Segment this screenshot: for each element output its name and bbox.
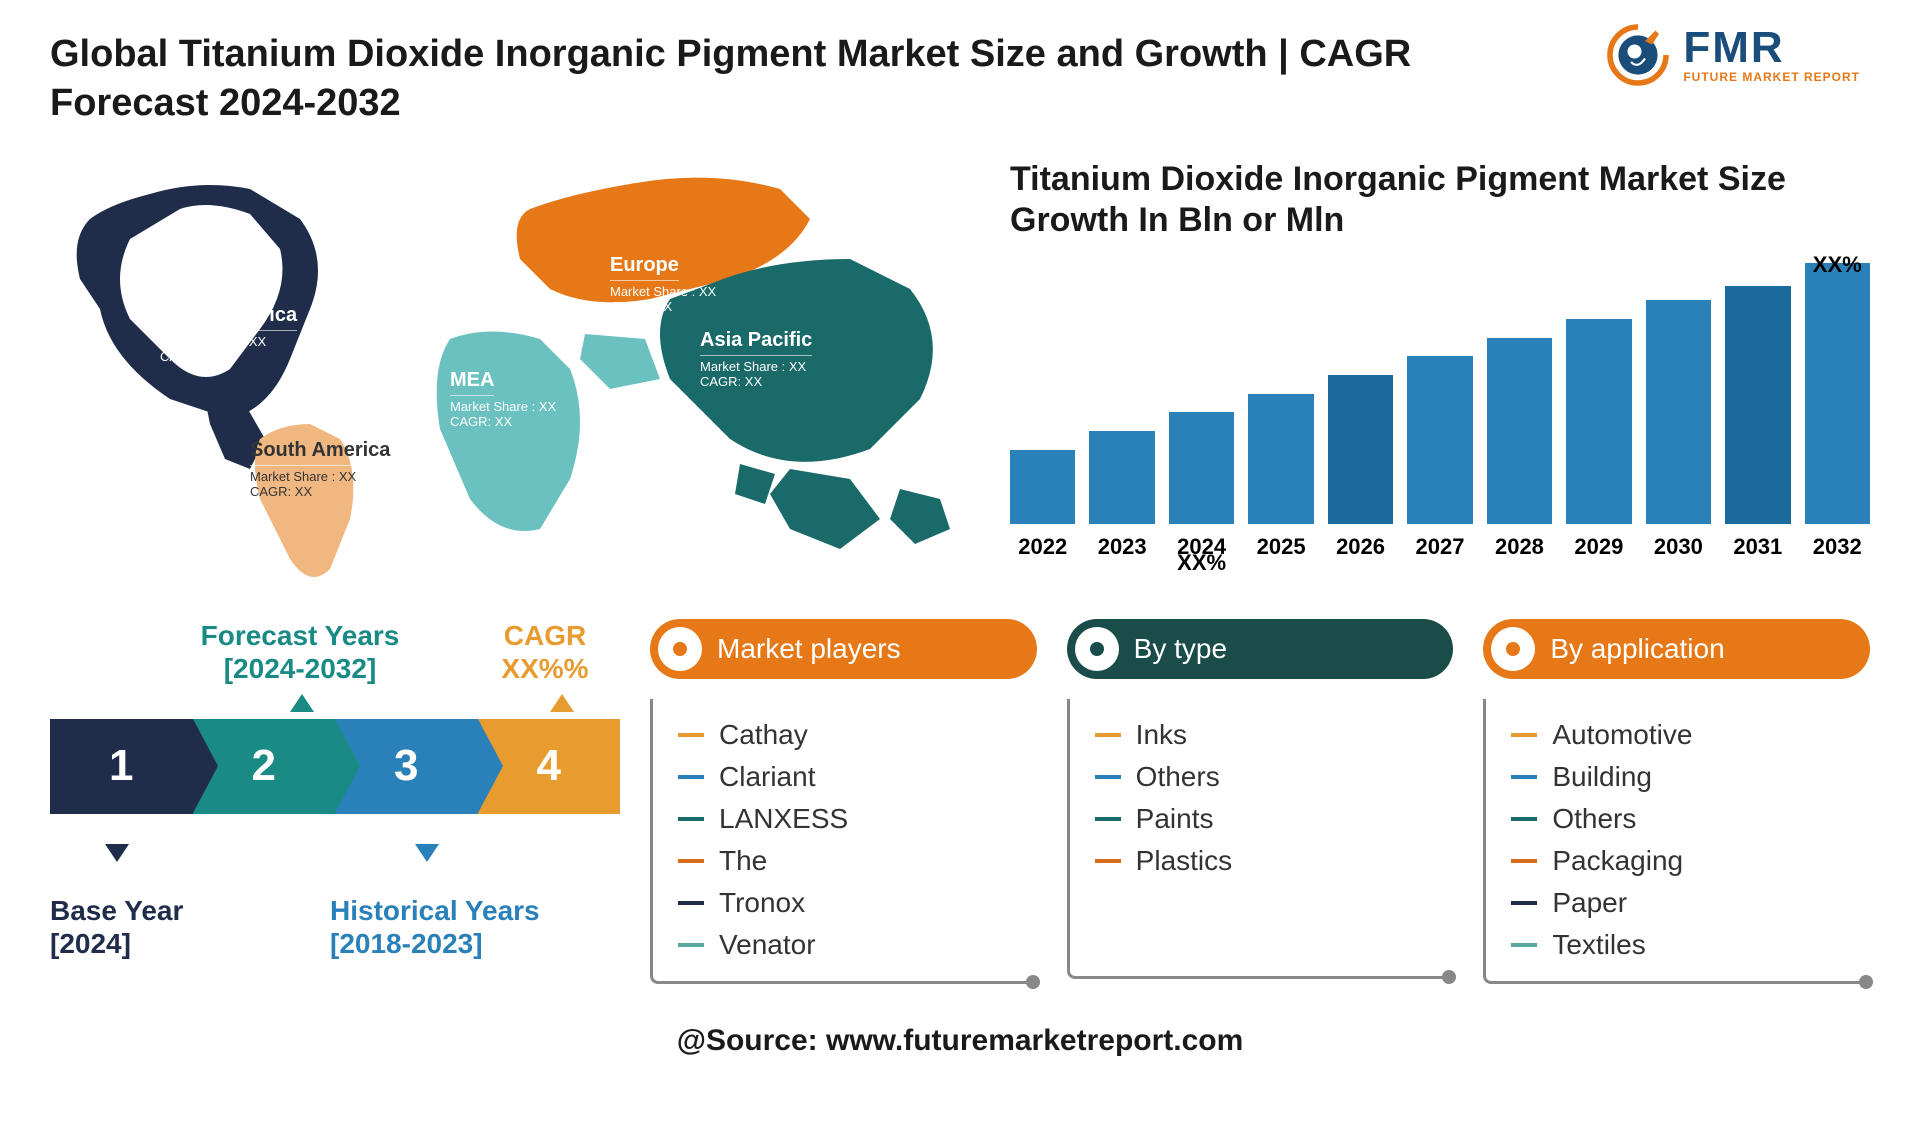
list-item: Venator <box>678 924 1017 966</box>
bar-year-label: 2032 <box>1813 534 1862 560</box>
list-item: Plastics <box>1095 840 1434 882</box>
timeline-seg-1: 1 <box>50 719 193 814</box>
bar-2026: 2026 <box>1328 375 1393 560</box>
by-type-header: By type <box>1067 619 1454 679</box>
list-item: Automotive <box>1511 714 1850 756</box>
item-label: Clariant <box>719 761 815 793</box>
marker-icon <box>678 775 704 779</box>
bar-year-label: 2031 <box>1733 534 1782 560</box>
bar-2028: 2028 <box>1487 338 1552 561</box>
bar-year-label: 2027 <box>1416 534 1465 560</box>
timeline-chart: Forecast Years[2024-2032] CAGRXX%% 1 2 3… <box>50 619 620 814</box>
list-item: The <box>678 840 1017 882</box>
list-item: Clariant <box>678 756 1017 798</box>
base-year-label: Base Year[2024] <box>50 894 190 961</box>
cagr-label: CAGRXX%% <box>480 619 610 686</box>
marker-icon <box>678 817 704 821</box>
marker-icon <box>1511 733 1537 737</box>
marker-icon <box>1511 943 1537 947</box>
bar-year-label: 2022 <box>1018 534 1067 560</box>
item-label: Automotive <box>1552 719 1692 751</box>
logo-text: FMR <box>1683 26 1860 70</box>
bar-2032: 2032XX% <box>1805 263 1870 560</box>
bar-2023: 2023 <box>1089 431 1154 560</box>
item-label: Inks <box>1136 719 1187 751</box>
bar-year-label: 2023 <box>1098 534 1147 560</box>
logo-icon <box>1603 20 1673 90</box>
list-item: Tronox <box>678 882 1017 924</box>
bar-2025: 2025 <box>1248 394 1313 561</box>
list-item: Paints <box>1095 798 1434 840</box>
bar-2031: 2031 <box>1725 286 1790 560</box>
logo-subtext: FUTURE MARKET REPORT <box>1683 70 1860 84</box>
marker-icon <box>678 943 704 947</box>
item-label: Paper <box>1552 887 1627 919</box>
marker-icon <box>678 733 704 737</box>
by-application-header: By application <box>1483 619 1870 679</box>
item-label: Others <box>1552 803 1636 835</box>
item-label: Plastics <box>1136 845 1232 877</box>
item-label: Others <box>1136 761 1220 793</box>
bar-year-label: 2029 <box>1574 534 1623 560</box>
chart-title: Titanium Dioxide Inorganic Pigment Marke… <box>1010 159 1870 241</box>
marker-icon <box>1511 775 1537 779</box>
marker-icon <box>678 901 704 905</box>
list-item: Building <box>1511 756 1850 798</box>
bar-2024: 2024XX% <box>1169 412 1234 560</box>
forecast-years-label: Forecast Years[2024-2032] <box>200 619 400 686</box>
list-item: Inks <box>1095 714 1434 756</box>
bar-2027: 2027 <box>1407 356 1472 560</box>
bar-2030: 2030 <box>1646 300 1711 560</box>
marker-icon <box>1095 817 1121 821</box>
by-type-category: By type Inks Others Paints Plastics <box>1067 619 1454 984</box>
item-label: Venator <box>719 929 816 961</box>
marker-icon <box>1511 901 1537 905</box>
item-label: Paints <box>1136 803 1214 835</box>
item-label: Textiles <box>1552 929 1645 961</box>
region-north-america: North AmericaMarket Share : XXCAGR: XX <box>160 304 297 364</box>
market-players-category: Market players Cathay Clariant LANXESS The T… <box>650 619 1037 984</box>
marker-icon <box>1095 775 1121 779</box>
list-item: LANXESS <box>678 798 1017 840</box>
item-label: Packaging <box>1552 845 1683 877</box>
item-label: Building <box>1552 761 1652 793</box>
marker-icon <box>678 859 704 863</box>
region-europe: EuropeMarket Share : XXCAGR: XX <box>610 254 716 314</box>
bar-year-label: 2025 <box>1257 534 1306 560</box>
world-map: North AmericaMarket Share : XXCAGR: XX So… <box>50 159 970 579</box>
marker-icon <box>1095 733 1121 737</box>
list-item: Others <box>1095 756 1434 798</box>
region-south-america: South AmericaMarket Share : XXCAGR: XX <box>250 439 390 499</box>
item-label: LANXESS <box>719 803 848 835</box>
bar-2029: 2029 <box>1566 319 1631 560</box>
list-item: Paper <box>1511 882 1850 924</box>
source-text: @Source: www.futuremarketreport.com <box>50 1024 1870 1058</box>
marker-icon <box>1511 859 1537 863</box>
marker-icon <box>1511 817 1537 821</box>
historical-years-label: Historical Years[2018-2023] <box>330 894 550 961</box>
growth-bar-chart: Titanium Dioxide Inorganic Pigment Marke… <box>1010 159 1870 579</box>
bar-year-label: 2028 <box>1495 534 1544 560</box>
item-label: The <box>719 845 767 877</box>
item-label: Cathay <box>719 719 808 751</box>
list-item: Cathay <box>678 714 1017 756</box>
list-item: Packaging <box>1511 840 1850 882</box>
fmr-logo: FMR FUTURE MARKET REPORT <box>1603 20 1860 90</box>
bar-year-label: 2026 <box>1336 534 1385 560</box>
region-asia-pacific: Asia PacificMarket Share : XXCAGR: XX <box>700 329 812 389</box>
market-players-header: Market players <box>650 619 1037 679</box>
page-title: Global Titanium Dioxide Inorganic Pigmen… <box>50 30 1550 129</box>
list-item: Textiles <box>1511 924 1850 966</box>
marker-icon <box>1095 859 1121 863</box>
bar-year-label: 2030 <box>1654 534 1703 560</box>
by-application-category: By application Automotive Building Others P… <box>1483 619 1870 984</box>
list-item: Others <box>1511 798 1850 840</box>
region-mea: MEAMarket Share : XXCAGR: XX <box>450 369 556 429</box>
bar-annotation: XX% <box>1813 252 1862 264</box>
item-label: Tronox <box>719 887 805 919</box>
bar-2022: 2022 <box>1010 450 1075 561</box>
